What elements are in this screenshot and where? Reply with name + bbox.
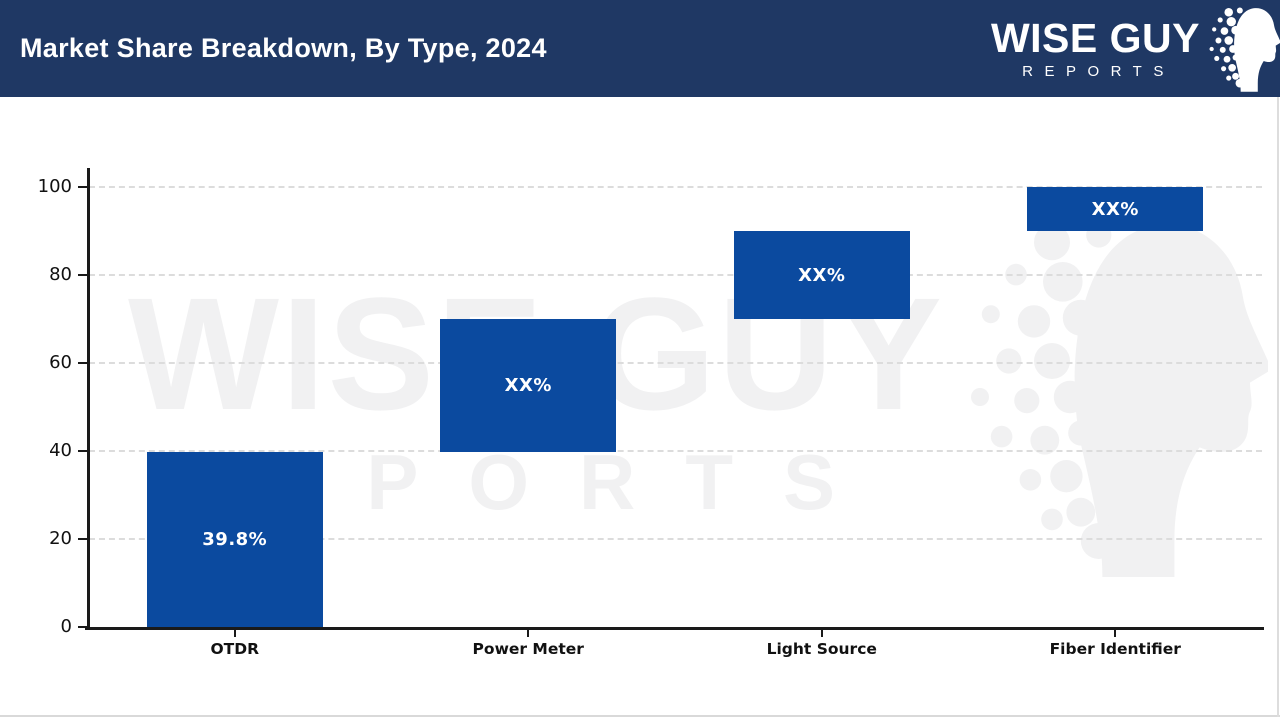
bar-power-meter: XX% [440,319,617,452]
bar-value-label-otdr: 39.8% [202,528,268,550]
y-axis-tick-40 [78,450,87,452]
gridline-80 [89,274,1262,276]
brand-logo: WISE GUY REPORTS [991,4,1280,94]
x-axis-label-fiber-identifier: Fiber Identifier [1049,640,1181,658]
canvas-border-bottom [0,715,1280,717]
canvas-border-right [1277,97,1279,717]
y-axis-tick-0 [78,626,87,628]
y-axis-tick-100 [78,186,87,188]
gridline-60 [89,362,1262,364]
x-axis-label-light-source: Light Source [766,640,877,658]
y-axis-line [87,168,90,629]
watermark-face-profile-icon [971,222,1268,577]
x-axis-tick-power-meter [527,629,530,637]
x-axis-line [85,627,1264,630]
y-axis-tick-20 [78,538,87,540]
face-profile-logo-icon [1209,7,1280,92]
y-axis-label-60: 60 [49,352,72,373]
y-axis-tick-60 [78,362,87,364]
bar-otdr: 39.8% [146,451,323,627]
x-axis-tick-otdr [233,629,236,637]
bar-value-label-power-meter: XX% [504,374,552,396]
brand-subname: REPORTS [1022,63,1175,80]
y-axis-label-80: 80 [49,264,72,285]
y-axis-tick-80 [78,274,87,276]
y-axis-label-40: 40 [49,440,72,461]
chart-area: WISE GUY REPORTS 0 20 40 60 80 100 39.8% OTDR XX… [0,97,1280,720]
gridline-20 [89,538,1262,540]
x-axis-label-otdr: OTDR [210,640,260,658]
bar-fiber-identifier: XX% [1027,187,1204,231]
y-axis-label-100: 100 [37,176,72,197]
gridline-40 [89,450,1262,452]
y-axis-label-20: 20 [49,528,72,549]
brand-name: WISE GUY [990,15,1200,61]
x-axis-tick-light-source [820,629,823,637]
gridline-100 [89,186,1262,188]
brand-logo-text: WISE GUY REPORTS [990,15,1200,81]
chart-title: Market Share Breakdown, By Type, 2024 [20,33,547,63]
x-axis-tick-fiber-identifier [1114,629,1117,637]
header-bar: Market Share Breakdown, By Type, 2024 WI… [0,0,1280,97]
y-axis-label-0: 0 [60,616,72,637]
bar-light-source: XX% [733,231,910,319]
bar-value-label-fiber-identifier: XX% [1091,198,1139,220]
x-axis-label-power-meter: Power Meter [472,640,584,658]
bar-value-label-light-source: XX% [798,264,846,286]
